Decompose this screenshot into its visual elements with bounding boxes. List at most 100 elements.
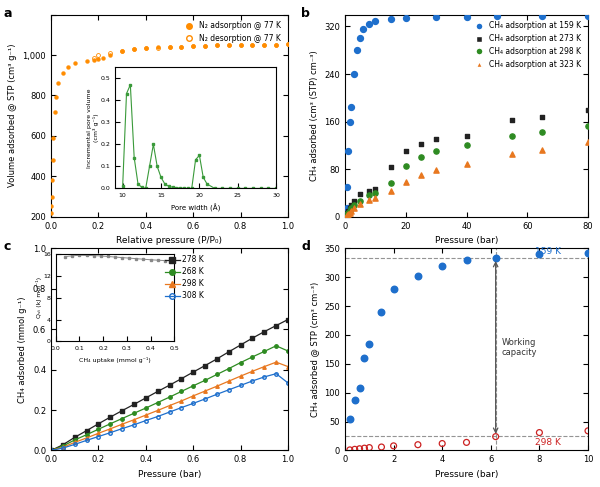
Point [342,212,352,220]
268 K [214,372,221,377]
Point [416,153,426,161]
Point [355,190,365,198]
Point [431,148,441,155]
Point [583,122,593,130]
Point [345,446,355,454]
Line: 308 K: 308 K [49,372,290,452]
Point [365,444,374,451]
Point [462,256,472,264]
268 K [225,366,232,372]
Point [349,70,359,78]
Point [355,197,365,205]
Point [359,354,369,362]
Point [583,138,593,146]
278 K [71,434,79,440]
Point [365,19,374,27]
Point [507,116,517,124]
298 K [142,412,149,418]
Point [371,194,380,202]
Point [371,185,380,193]
268 K [202,377,209,383]
298 K [237,373,244,379]
278 K [261,329,268,335]
Point [365,191,374,199]
Point [431,13,441,21]
X-axis label: Pressure (bar): Pressure (bar) [435,236,498,245]
268 K [237,359,244,365]
Point [341,212,351,220]
Point [365,187,374,194]
298 K [166,403,173,409]
308 K [142,418,149,424]
268 K [59,443,67,449]
268 K [166,394,173,400]
Point [462,13,472,21]
Point [386,15,395,23]
308 K [214,392,221,397]
Point [538,113,547,121]
298 K [119,421,126,427]
308 K [119,426,126,431]
298 K [107,426,114,432]
278 K [214,356,221,362]
Point [359,444,369,452]
268 K [47,448,55,453]
Point [416,171,426,179]
Point [535,429,544,436]
Point [341,210,351,218]
Point [583,106,593,113]
Point [371,17,380,24]
Point [355,384,364,392]
Point [342,212,352,220]
Point [535,250,544,258]
Point [507,132,517,140]
308 K [225,387,232,393]
Point [437,262,447,270]
268 K [261,349,268,355]
Point [365,340,374,348]
Text: 159 K: 159 K [535,246,560,256]
Point [401,148,410,155]
308 K [166,409,173,415]
Point [343,209,353,217]
298 K [249,368,256,374]
Point [365,196,374,204]
268 K [95,426,102,432]
Point [386,164,395,171]
308 K [272,371,280,376]
Point [462,161,472,169]
Point [346,205,356,212]
308 K [237,382,244,388]
268 K [272,343,280,349]
298 K [284,364,292,370]
308 K [284,380,292,386]
Y-axis label: Volume adsorbed @ STP (cm³ g⁻¹): Volume adsorbed @ STP (cm³ g⁻¹) [8,44,17,187]
308 K [178,405,185,411]
308 K [261,374,268,380]
Legend: N₂ adsorption @ 77 K, N₂ desorption @ 77 K: N₂ adsorption @ 77 K, N₂ desorption @ 77… [179,19,284,46]
298 K [178,398,185,404]
268 K [178,389,185,394]
298 K [59,444,67,450]
X-axis label: Pressure (bar): Pressure (bar) [138,470,201,479]
Point [358,26,368,34]
Line: 268 K: 268 K [49,344,290,452]
268 K [130,411,137,416]
Point [345,208,355,216]
278 K [249,335,256,341]
268 K [71,437,79,443]
Point [377,308,386,316]
308 K [59,445,67,451]
308 K [47,448,55,453]
Point [492,13,502,20]
298 K [214,383,221,389]
Point [401,162,410,170]
308 K [154,413,161,419]
Text: c: c [4,240,11,253]
Point [342,211,352,219]
Point [349,197,359,205]
Point [389,442,398,450]
Point [386,180,395,187]
278 K [237,342,244,348]
Y-axis label: CH₄ adsorbed @ STP (cm³ cm⁻³): CH₄ adsorbed @ STP (cm³ cm⁻³) [310,282,319,417]
